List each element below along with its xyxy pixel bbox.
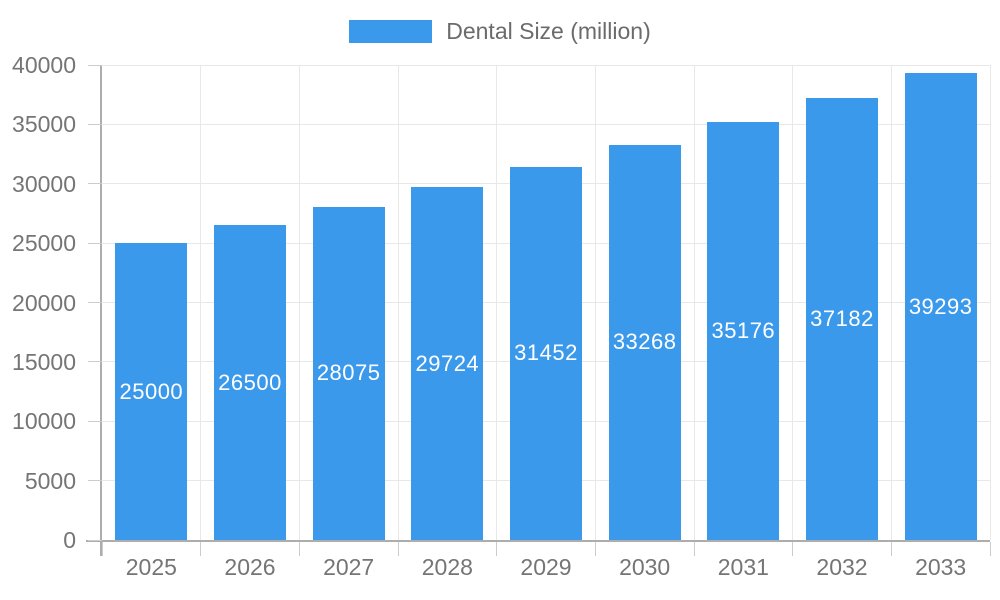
y-axis-line	[100, 65, 102, 556]
bar-2029[interactable]: 31452	[510, 166, 582, 540]
bar-2032[interactable]: 37182	[806, 98, 878, 540]
x-tick-label: 2030	[619, 554, 671, 580]
bar-value-label: 26500	[218, 369, 282, 395]
bar-2033[interactable]: 39293	[904, 73, 977, 540]
x-tick	[200, 542, 202, 556]
bar-value-label: 25000	[119, 378, 184, 404]
x-tick-label: 2032	[816, 554, 868, 580]
y-tick	[88, 123, 102, 125]
bar-2028[interactable]: 29724	[411, 187, 484, 540]
x-tick	[101, 542, 103, 556]
y-axis-labels: 0 5000 10000 15000 20000 25000 30000 35000 40000	[0, 52, 88, 553]
y-tick-label: 20000	[12, 289, 76, 316]
x-tick-label: 2026	[224, 554, 276, 580]
bar-value-label: 39293	[908, 293, 973, 319]
h-gridline	[102, 64, 990, 66]
x-tick	[397, 542, 399, 556]
v-gridline	[496, 65, 498, 540]
y-tick	[88, 420, 102, 422]
y-tick-label: 15000	[12, 348, 76, 375]
x-tick	[693, 542, 695, 556]
bar-value-label: 29724	[415, 350, 480, 376]
plot-area: 25000 26500 28075 29724 31452 33268 35176 37182…	[86, 64, 991, 556]
x-tick-label: 2033	[915, 554, 967, 580]
x-tick-label: 2025	[125, 554, 177, 580]
x-tick	[890, 542, 892, 556]
y-tick	[88, 480, 102, 482]
y-tick-label: 30000	[12, 170, 76, 197]
legend-swatch-icon	[349, 19, 433, 43]
v-gridline	[397, 65, 399, 540]
h-gridline	[102, 123, 990, 125]
v-gridline	[594, 65, 596, 540]
chart-legend[interactable]: Dental Size (million)	[0, 16, 1000, 46]
bar-2030[interactable]: 33268	[608, 144, 681, 540]
y-tick	[88, 361, 102, 363]
bar-2025[interactable]: 25000	[115, 243, 188, 540]
y-tick	[88, 539, 102, 541]
x-tick	[792, 542, 794, 556]
x-tick-label: 2031	[717, 554, 769, 580]
bar-2031[interactable]: 35176	[707, 122, 780, 540]
y-tick-label: 0	[63, 527, 76, 553]
v-gridline	[693, 65, 695, 540]
x-axis-labels: 2025 2026 2027 2028 2029 2030 2031 2032 2033	[102, 552, 990, 586]
x-tick	[989, 542, 991, 556]
bar-2027[interactable]: 28075	[312, 206, 385, 540]
y-tick	[88, 302, 102, 303]
bar-value-label: 33268	[612, 329, 677, 355]
y-tick-label: 35000	[12, 111, 76, 138]
bar-value-label: 35176	[711, 318, 776, 344]
y-tick	[88, 242, 102, 244]
v-gridline	[298, 65, 300, 540]
v-gridline	[792, 65, 794, 540]
bar-value-label: 28075	[316, 360, 381, 386]
bar-value-label: 37182	[810, 306, 874, 332]
y-tick	[88, 183, 102, 185]
x-tick-label: 2027	[323, 554, 375, 580]
x-tick	[594, 542, 596, 556]
y-tick-label: 40000	[12, 52, 76, 78]
y-tick-label: 25000	[12, 230, 76, 257]
y-tick-label: 5000	[24, 467, 76, 494]
y-tick	[88, 64, 102, 66]
x-tick	[298, 542, 300, 556]
v-gridline	[200, 65, 202, 540]
bar-2026[interactable]: 26500	[214, 225, 286, 540]
y-tick-label: 10000	[12, 408, 76, 435]
bar-value-label: 31452	[514, 340, 578, 366]
legend-label: Dental Size (million)	[446, 17, 651, 44]
x-axis-line	[86, 540, 990, 542]
x-tick-label: 2029	[520, 554, 572, 580]
x-tick	[496, 542, 498, 556]
x-tick-label: 2028	[421, 554, 473, 580]
v-gridline	[890, 65, 892, 540]
v-gridline	[989, 65, 991, 540]
